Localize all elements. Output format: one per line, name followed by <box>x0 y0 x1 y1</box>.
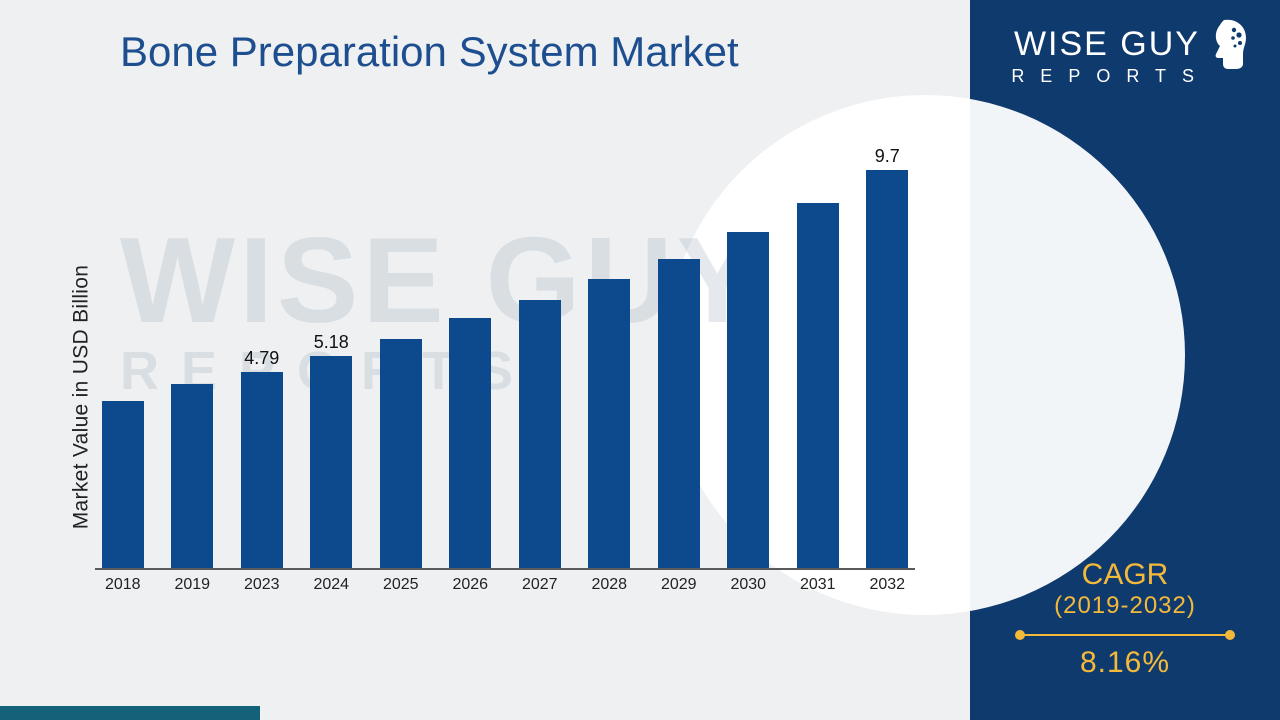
bar: 9.7 <box>866 170 908 570</box>
y-axis-label: Market Value in USD Billion <box>69 265 93 529</box>
brand-logo: WISE GUY REPORTS <box>1002 18 1252 87</box>
bar-col <box>165 384 221 570</box>
x-tick-label: 2025 <box>373 570 429 600</box>
bar-col: 4.79 <box>234 372 290 570</box>
head-icon <box>1206 18 1252 70</box>
cagr-period: (2019-2032) <box>1000 592 1250 620</box>
bar-chart: Market Value in USD Billion 4.795.189.7 … <box>55 170 915 600</box>
x-tick-label: 2027 <box>512 570 568 600</box>
bar: 5.18 <box>310 356 352 570</box>
bar <box>102 401 144 570</box>
logo-row1: WISE GUY <box>1002 18 1252 70</box>
x-tick-label: 2029 <box>651 570 707 600</box>
cagr-block: CAGR (2019-2032) 8.16% <box>1000 558 1250 680</box>
bar-col: 5.18 <box>304 356 360 570</box>
cagr-label: CAGR <box>1000 558 1250 592</box>
bar-value-label: 4.79 <box>244 348 279 369</box>
bar-value-label: 5.18 <box>314 332 349 353</box>
x-tick-label: 2019 <box>165 570 221 600</box>
bar <box>171 384 213 570</box>
bar <box>727 232 769 570</box>
bar <box>797 203 839 570</box>
page-title: Bone Preparation System Market <box>120 28 739 76</box>
x-tick-label: 2030 <box>721 570 777 600</box>
bar-col <box>512 300 568 570</box>
bar-value-label: 9.7 <box>875 146 900 167</box>
bar-col <box>95 401 151 570</box>
x-tick-label: 2024 <box>304 570 360 600</box>
x-tick-label: 2031 <box>790 570 846 600</box>
bar <box>658 259 700 570</box>
plot-area: 4.79 5.18 9.7 <box>95 170 915 570</box>
x-tick-label: 2026 <box>443 570 499 600</box>
logo-text-1: WISE GUY <box>1014 25 1200 64</box>
bar <box>588 279 630 570</box>
cagr-value: 8.16% <box>1000 646 1250 680</box>
x-tick-label: 2023 <box>234 570 290 600</box>
bar-col <box>651 259 707 570</box>
bottom-accent-bar <box>0 706 260 720</box>
bar-col <box>373 339 429 570</box>
x-ticks: 2018 2019 2023 2024 2025 2026 2027 2028 2029 2030… <box>95 570 915 600</box>
bar-col <box>721 232 777 570</box>
bar <box>519 300 561 570</box>
bar-col: 9.7 <box>860 170 916 570</box>
bar <box>380 339 422 570</box>
x-tick-label: 2032 <box>860 570 916 600</box>
bar-col <box>443 318 499 570</box>
bar: 4.79 <box>241 372 283 570</box>
bars-container: 4.79 5.18 9.7 <box>95 170 915 570</box>
bar <box>449 318 491 570</box>
x-tick-label: 2018 <box>95 570 151 600</box>
bar-col <box>582 279 638 570</box>
cagr-divider <box>1020 634 1230 636</box>
bar-col <box>790 203 846 570</box>
x-tick-label: 2028 <box>582 570 638 600</box>
stage: WISE GUY REPORTS Bone Preparation System… <box>0 0 1280 720</box>
